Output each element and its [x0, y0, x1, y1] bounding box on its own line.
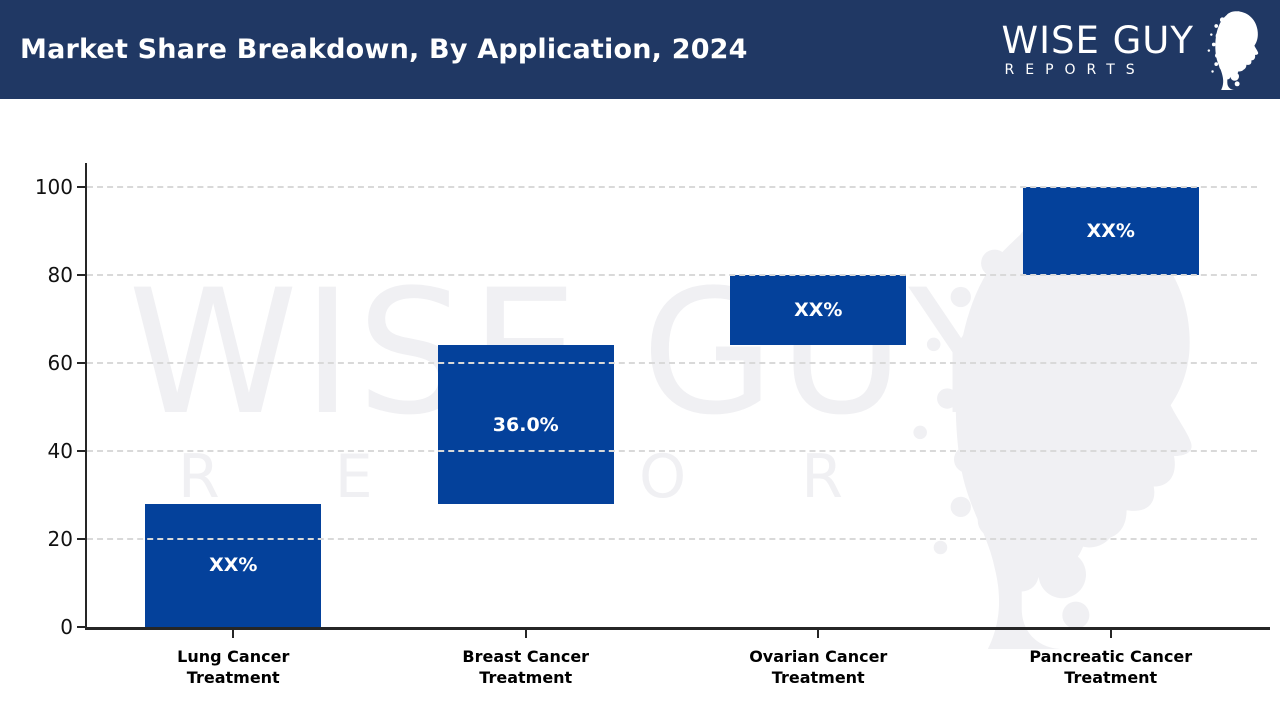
x-tick-label: Lung Cancer Treatment: [177, 647, 290, 687]
bar-segment: XX%: [1022, 187, 1199, 275]
y-tick-label: 40: [47, 439, 73, 463]
bar-segment: 36.0%: [437, 345, 614, 504]
logo-text: WISE GUY REPORTS: [1002, 22, 1194, 77]
grid-line: [87, 538, 1257, 540]
y-tick-mark: [77, 274, 85, 276]
y-tick-mark: [77, 538, 85, 540]
y-tick-mark: [77, 450, 85, 452]
header-bar: Market Share Breakdown, By Application, …: [0, 0, 1280, 99]
grid-line: [87, 274, 1257, 276]
y-tick-mark: [77, 362, 85, 364]
dotted-head-icon: [1207, 10, 1259, 90]
x-tick-label: Breast Cancer Treatment: [462, 647, 590, 687]
y-tick-mark: [77, 186, 85, 188]
grid-line: [87, 450, 1257, 452]
x-tick-mark: [1109, 630, 1112, 638]
y-tick-label: 60: [47, 351, 73, 375]
plot-area: 0 20 40 60 80 100 XX% Lung Cancer Treatment 36.0%…: [35, 163, 1270, 687]
bar-segment: XX%: [145, 503, 322, 627]
y-tick-label: 100: [34, 175, 73, 199]
grid-line: [87, 362, 1257, 364]
page-title: Market Share Breakdown, By Application, …: [20, 34, 748, 65]
bar-segment: XX%: [730, 275, 907, 346]
y-tick-label: 20: [47, 527, 73, 551]
y-axis-line: [85, 163, 87, 629]
y-tick-label: 0: [60, 615, 73, 639]
x-axis-line: [85, 627, 1270, 630]
grid-line: [87, 186, 1257, 188]
logo-subtitle: REPORTS: [1004, 62, 1146, 78]
y-tick-mark: [77, 626, 85, 628]
wise-guy-reports-logo: WISE GUY REPORTS: [1002, 10, 1264, 90]
x-tick-mark: [817, 630, 820, 638]
bar-value-label: 36.0%: [492, 413, 559, 436]
bar-value-label: XX%: [209, 554, 258, 577]
x-tick-label: Ovarian Cancer Treatment: [749, 647, 888, 687]
x-tick-mark: [232, 630, 235, 638]
x-tick-mark: [524, 630, 527, 638]
bar-value-label: XX%: [1086, 220, 1135, 242]
chart-canvas: WISE GUY R E P O R T S 0 20 40 60 80 100 XX% Lu…: [0, 99, 1280, 720]
bar-value-label: XX%: [794, 299, 843, 322]
x-tick-label: Pancreatic Cancer Treatment: [1029, 647, 1193, 687]
y-tick-label: 80: [47, 263, 73, 287]
logo-wordmark: WISE GUY: [1001, 19, 1194, 62]
